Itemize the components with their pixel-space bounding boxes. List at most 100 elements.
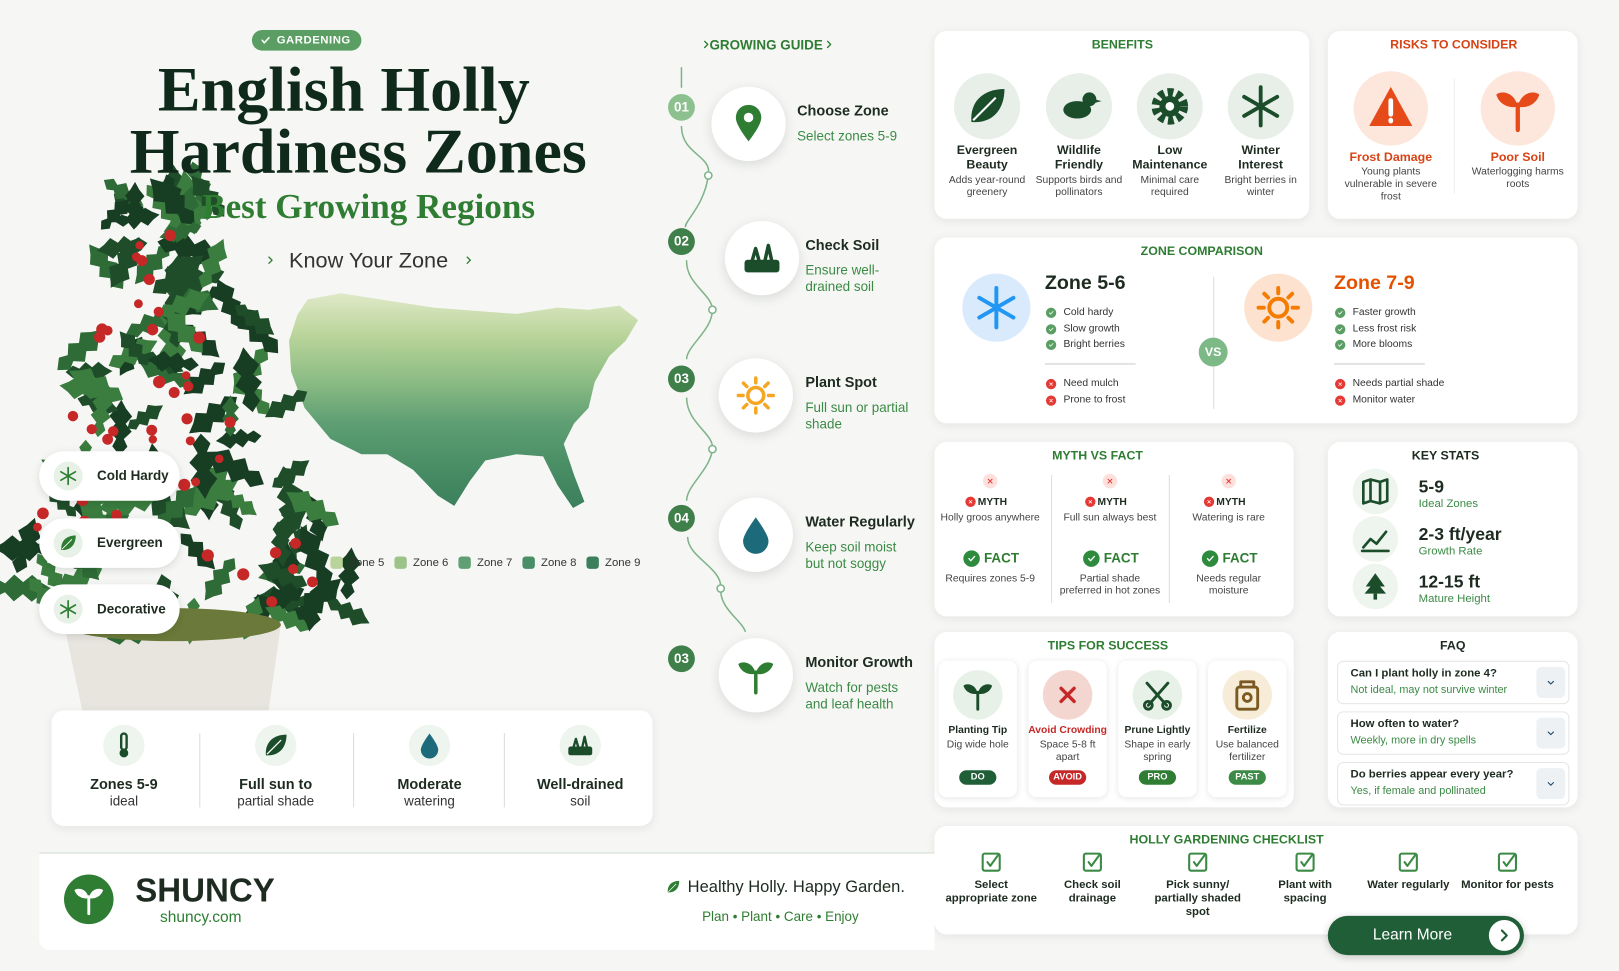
step-text: Keep soil moist but not soggy	[805, 538, 897, 571]
faq-toggle-bg	[1536, 717, 1566, 749]
fact-icon	[408, 724, 451, 767]
benefit-text: Bright berries in winter	[1224, 174, 1297, 199]
holly-plant	[0, 161, 370, 785]
checklist-box	[1398, 852, 1418, 872]
brand-name: SHUNCY	[135, 871, 275, 909]
step-badge	[668, 365, 695, 393]
divider	[1453, 78, 1455, 195]
fact-text: Needs regular moisture	[1196, 573, 1262, 597]
fact-label: FACT	[983, 550, 1020, 566]
pro-icon	[1045, 307, 1057, 319]
vs-badge	[1198, 337, 1228, 367]
fact-title: Well-drained	[537, 775, 624, 792]
step-title: Water Regularly	[805, 513, 915, 530]
stat-label: Growth Rate	[1418, 545, 1483, 558]
faq-answer: Weekly, more in dry spells	[1350, 734, 1477, 747]
connector-dot	[708, 305, 717, 315]
faq-toggle-bg	[1536, 768, 1566, 800]
tip-icon	[1222, 670, 1273, 720]
con-icon	[1045, 378, 1057, 390]
benefit-text: Supports birds and pollinators	[1035, 174, 1123, 199]
benefit-icon	[1227, 73, 1294, 140]
fact-icon	[559, 724, 601, 767]
slogan-icon	[667, 880, 680, 893]
fact-text: ideal	[109, 792, 139, 809]
fact-title: Moderate	[397, 775, 462, 792]
step-icon	[735, 104, 762, 142]
tip-tag: PRO	[1147, 771, 1168, 782]
stat-label: Ideal Zones	[1418, 497, 1479, 511]
connector-dot	[703, 171, 713, 180]
tip-tag-bg	[1228, 770, 1266, 785]
faq-item[interactable]	[1337, 711, 1570, 755]
vs-label: VS	[1204, 344, 1222, 360]
tagline-arrow	[466, 256, 471, 264]
fact-icon	[963, 550, 980, 567]
badge-icon	[261, 36, 270, 44]
divider	[1051, 474, 1053, 603]
faq-item[interactable]	[1337, 761, 1570, 806]
motto: Plan • Plant • Care • Enjoy	[702, 908, 859, 925]
legend-swatch	[330, 556, 343, 569]
quick-facts-card	[51, 710, 653, 826]
step-icon	[743, 517, 769, 554]
faq-item[interactable]	[1337, 660, 1570, 705]
checklist-item: Plant with spacing	[1278, 878, 1332, 905]
stat-icon	[1352, 468, 1399, 515]
myth-label: MYTH	[1216, 496, 1246, 508]
benefit-text: Adds year-round greenery	[948, 174, 1026, 199]
stat-value: 2-3 ft/year	[1418, 524, 1502, 545]
subtitle: Best Growing Regions	[202, 187, 536, 227]
myth-fact-card	[934, 441, 1294, 617]
tips-title: TIPS FOR SUCCESS	[1047, 638, 1169, 653]
myth-mark	[1102, 473, 1118, 489]
footer-card	[39, 851, 935, 950]
checklist-box	[1082, 852, 1102, 872]
divider	[1168, 474, 1170, 603]
zone-pro: Less frost risk	[1352, 322, 1417, 335]
step-badge	[668, 93, 695, 121]
faq-toggle	[1547, 782, 1554, 786]
tag-label: Cold Hardy	[97, 467, 169, 484]
benefit-title: Winter Interest	[1238, 142, 1284, 172]
checklist-box	[981, 852, 1001, 872]
legend-swatch	[458, 556, 471, 569]
tip-text: Space 5-8 ft apart	[1039, 739, 1096, 764]
myth-label: MYTH	[1097, 496, 1127, 508]
tip-text: Dig wide hole	[946, 739, 1009, 751]
legend-swatch	[522, 556, 535, 569]
pro-icon	[1335, 339, 1346, 351]
stat-value: 5-9	[1418, 477, 1445, 497]
badge-pill	[251, 29, 362, 51]
legend-label: Zone 8	[541, 556, 577, 569]
benefits-title: BENEFITS	[1091, 37, 1153, 52]
fact-text: Partial shade preferred in hot zones	[1059, 573, 1161, 597]
guide-title: GROWING GUIDE	[709, 37, 823, 53]
tip-icon	[1042, 670, 1093, 720]
myth-mark	[1221, 473, 1236, 489]
tip-tag: DO	[970, 771, 985, 782]
faq-toggle	[1547, 731, 1554, 736]
divider	[1044, 363, 1136, 365]
checklist-item: Select appropriate zone	[945, 878, 1037, 905]
learn-more-arrow	[1488, 919, 1520, 951]
con-icon	[1045, 394, 1057, 406]
step-badge	[668, 645, 695, 673]
fact-label: FACT	[1222, 550, 1258, 566]
step-badge	[668, 228, 695, 256]
tip-tag-bg	[959, 770, 997, 785]
myth-text: Holly groos anywhere	[940, 512, 1040, 524]
checklist-box	[1188, 852, 1208, 872]
divider	[353, 733, 355, 808]
zone-con: Prone to frost	[1063, 393, 1126, 406]
tag-icon	[53, 594, 83, 624]
step-number: 04	[673, 510, 689, 526]
pro-icon	[1045, 323, 1057, 335]
legend-label: Zone 5	[348, 556, 385, 569]
myth-text: Full sun always best	[1063, 512, 1157, 524]
tagline: Know Your Zone	[289, 248, 449, 273]
zone-pro: More blooms	[1352, 338, 1413, 351]
guide-arrow	[704, 40, 709, 49]
benefit-title: Wildlife Friendly	[1054, 142, 1104, 172]
